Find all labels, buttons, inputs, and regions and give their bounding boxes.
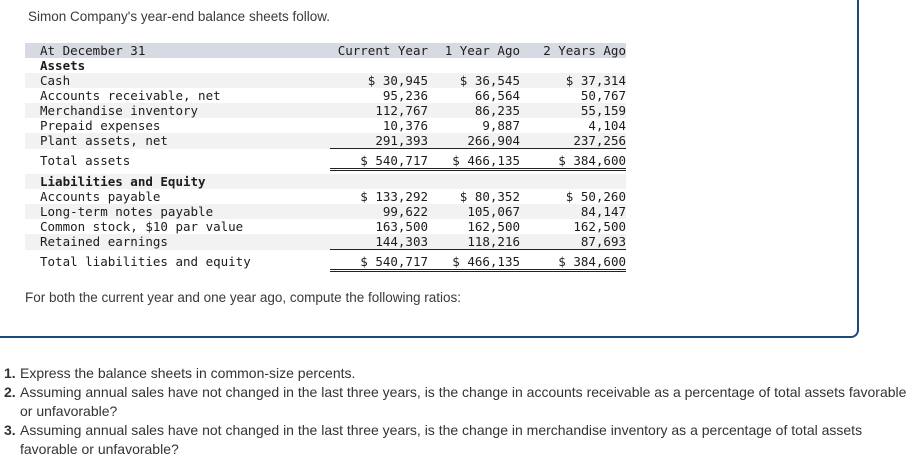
- question-text: Express the balance sheets in common-siz…: [20, 365, 356, 381]
- row-value: $ 50,260: [565, 189, 626, 204]
- row-label: Accounts payable: [40, 189, 161, 204]
- row-value: 105,067: [428, 204, 520, 219]
- row-label: Cash: [25, 73, 330, 88]
- total-value: $ 384,600: [520, 152, 626, 171]
- spacer-cell: [25, 249, 626, 254]
- spacer-cell: [25, 148, 626, 153]
- table-spacer-row: [25, 249, 626, 254]
- row-value: 118,216: [428, 234, 520, 250]
- total-row: Total liabilities and equity $ 540,717 $ 4…: [25, 253, 626, 272]
- total-label: Total liabilities and equity: [25, 253, 330, 270]
- row-label: Common stock, $10 par value: [40, 219, 244, 234]
- question-number: 1.: [4, 365, 16, 381]
- question-text: Assuming annual sales have not changed i…: [20, 384, 907, 419]
- column-header-1-year-ago: 1 Year Ago: [428, 43, 520, 58]
- total-value: $ 466,135: [428, 253, 520, 272]
- row-value: 4,104: [588, 118, 626, 133]
- question-item: 2. Assuming annual sales have not changed…: [4, 383, 908, 421]
- row-value: 55,159: [520, 103, 626, 118]
- instruction-text: For both the current year and one year a…: [25, 289, 462, 305]
- balance-sheet-body: At December 31 Current Year 1 Year Ago 2 Ye…: [25, 43, 626, 272]
- row-value: 112,767: [330, 103, 428, 118]
- question-item: 1. Express the balance sheets in common-s…: [4, 364, 908, 383]
- table-row: Plant assets, net 291,393 266,904 237,256: [25, 133, 626, 149]
- total-label: Total assets: [25, 152, 330, 169]
- total-value: $ 384,600: [520, 253, 626, 272]
- questions-list: 1. Express the balance sheets in common-s…: [4, 364, 908, 459]
- row-value: 95,236: [382, 88, 428, 103]
- row-value: 291,393: [330, 133, 428, 149]
- row-label: Prepaid expenses: [40, 118, 161, 133]
- column-header-date: At December 31: [25, 43, 330, 58]
- row-value: $ 36,545: [428, 73, 520, 88]
- table-row: Prepaid expenses 10,376 9,887 4,104: [25, 118, 626, 133]
- section-heading-row: Assets: [25, 58, 626, 73]
- section-heading: Assets: [40, 58, 86, 73]
- row-label: Retained earnings: [25, 234, 330, 250]
- question-text: Assuming annual sales have not changed i…: [20, 422, 863, 457]
- total-value: $ 540,717: [330, 152, 428, 171]
- row-value: $ 30,945: [330, 73, 428, 88]
- row-label: Plant assets, net: [25, 133, 330, 149]
- row-value: 99,622: [330, 204, 428, 219]
- row-value: 162,500: [573, 219, 626, 234]
- table-row: Cash $ 30,945 $ 36,545 $ 37,314: [25, 73, 626, 88]
- table-row: Accounts receivable, net 95,236 66,564 50,7…: [25, 88, 626, 103]
- row-value: 50,767: [580, 88, 626, 103]
- row-value: 266,904: [428, 133, 520, 149]
- question-number: 2.: [4, 384, 16, 400]
- table-row: Common stock, $10 par value 163,500 162,50…: [25, 219, 626, 234]
- row-value: $ 37,314: [520, 73, 626, 88]
- table-spacer-row: [25, 148, 626, 153]
- section-heading-row: Liabilities and Equity: [25, 174, 626, 189]
- intro-text: Simon Company's year-end balance sheets …: [28, 9, 330, 24]
- table-row: Merchandise inventory 112,767 86,235 55,159: [25, 103, 626, 118]
- row-value: 162,500: [467, 219, 520, 234]
- problem-box: Simon Company's year-end balance sheets …: [0, 0, 859, 338]
- row-value: 66,564: [474, 88, 520, 103]
- row-value: 84,147: [520, 204, 626, 219]
- table-row: Retained earnings 144,303 118,216 87,693: [25, 234, 626, 250]
- row-value: 86,235: [428, 103, 520, 118]
- row-label: Long-term notes payable: [25, 204, 330, 219]
- row-value: 237,256: [520, 133, 626, 149]
- question-number: 3.: [4, 422, 16, 438]
- table-row: Long-term notes payable 99,622 105,067 84,1…: [25, 204, 626, 219]
- balance-sheet-table: At December 31 Current Year 1 Year Ago 2 Ye…: [25, 43, 626, 272]
- question-item: 3. Assuming annual sales have not changed…: [4, 421, 908, 459]
- row-value: $ 133,292: [360, 189, 428, 204]
- table-row: Accounts payable $ 133,292 $ 80,352 $ 50,26…: [25, 189, 626, 204]
- section-heading: Liabilities and Equity: [25, 174, 626, 189]
- row-label: Accounts receivable, net: [40, 88, 221, 103]
- spacer-cell: [25, 169, 626, 174]
- row-value: $ 80,352: [459, 189, 520, 204]
- table-header-row: At December 31 Current Year 1 Year Ago 2 Ye…: [25, 43, 626, 58]
- total-value: $ 466,135: [428, 152, 520, 171]
- row-value: 87,693: [520, 234, 626, 250]
- table-spacer-row: [25, 169, 626, 174]
- column-header-current-year: Current Year: [330, 43, 428, 58]
- total-row: Total assets $ 540,717 $ 466,135 $ 384,600: [25, 152, 626, 171]
- row-value: 9,887: [482, 118, 520, 133]
- row-label: Merchandise inventory: [25, 103, 330, 118]
- row-value: 10,376: [382, 118, 428, 133]
- row-value: 144,303: [330, 234, 428, 250]
- total-value: $ 540,717: [330, 253, 428, 272]
- column-header-2-years-ago: 2 Years Ago: [520, 43, 626, 58]
- row-value: 163,500: [375, 219, 428, 234]
